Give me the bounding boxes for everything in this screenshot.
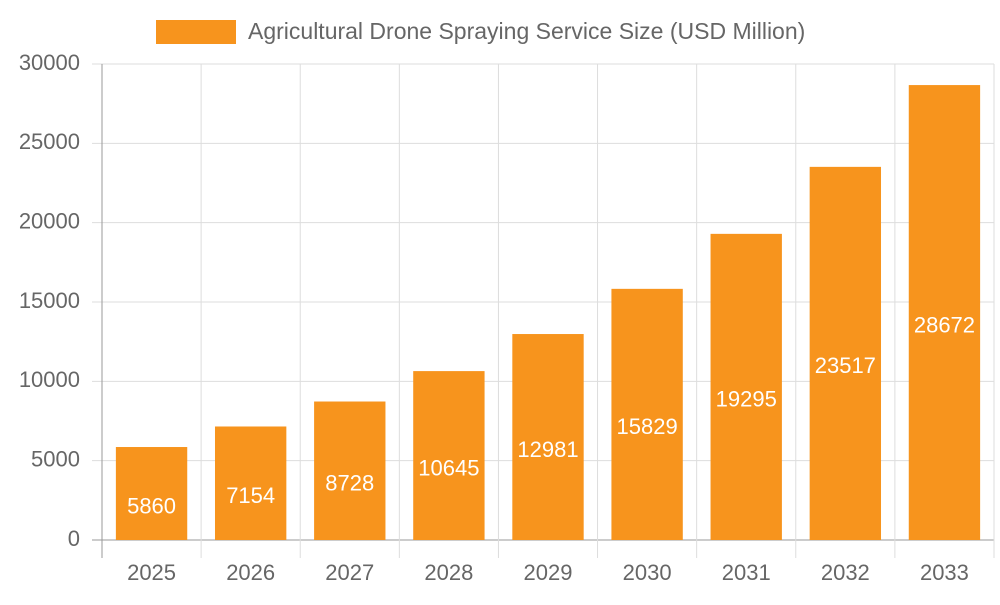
data-label: 5860 [127, 493, 176, 518]
y-tick-label: 30000 [19, 50, 80, 75]
bar [413, 371, 485, 540]
data-label: 19295 [716, 387, 777, 412]
data-label: 15829 [617, 414, 678, 439]
data-label: 7154 [226, 483, 275, 508]
x-tick-label: 2025 [127, 560, 176, 585]
data-label: 28672 [914, 312, 975, 337]
y-tick-label: 0 [68, 526, 80, 551]
bar [115, 447, 188, 540]
x-tick-label: 2031 [722, 560, 771, 585]
data-label: 10645 [418, 455, 479, 480]
y-tick-label: 20000 [19, 208, 80, 233]
legend-label: Agricultural Drone Spraying Service Size… [248, 18, 805, 44]
x-tick-label: 2028 [424, 560, 473, 585]
x-tick-label: 2033 [920, 560, 969, 585]
data-label: 23517 [815, 353, 876, 378]
bar [611, 288, 683, 540]
data-label: 12981 [517, 437, 578, 462]
y-tick-label: 10000 [19, 367, 80, 392]
y-tick-label: 15000 [19, 288, 80, 313]
x-tick-label: 2029 [524, 560, 573, 585]
x-tick-label: 2026 [226, 560, 275, 585]
y-tick-label: 5000 [31, 446, 80, 471]
x-tick-label: 2032 [821, 560, 870, 585]
bar [809, 166, 882, 541]
data-label: 8728 [325, 471, 374, 496]
y-tick-label: 25000 [19, 129, 80, 154]
bar [512, 334, 584, 540]
x-tick-label: 2027 [325, 560, 374, 585]
bar [710, 233, 782, 540]
bar [214, 426, 287, 540]
bar [908, 85, 981, 541]
bar [314, 401, 386, 540]
legend-swatch [156, 20, 236, 44]
x-tick-label: 2030 [623, 560, 672, 585]
